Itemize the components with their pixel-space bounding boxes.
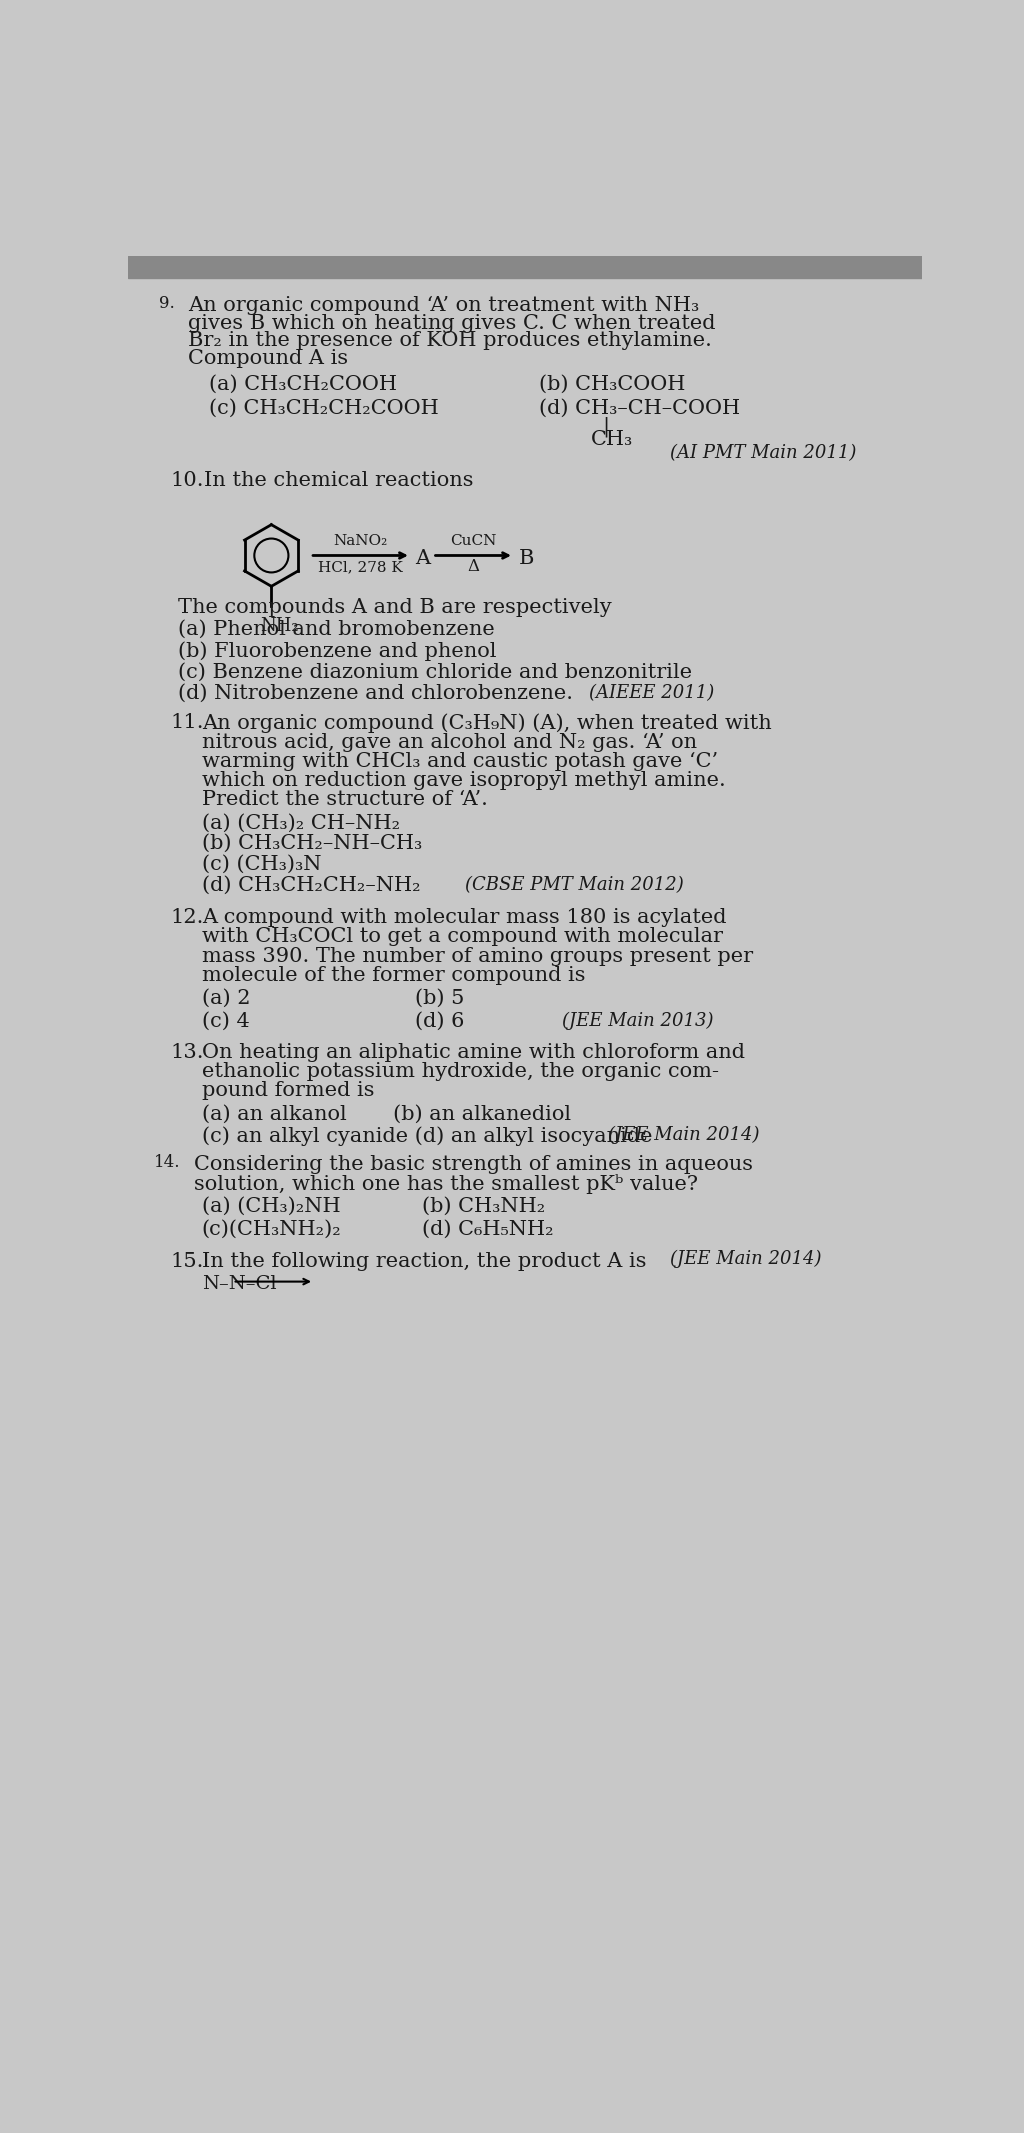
Text: (b) CH₃CH₂–NH–CH₃: (b) CH₃CH₂–NH–CH₃ [202,834,422,853]
Text: with CH₃COCl to get a compound with molecular: with CH₃COCl to get a compound with mole… [202,928,723,947]
Text: CuCN: CuCN [451,535,497,548]
Text: (JEE Main 2014): (JEE Main 2014) [608,1126,760,1143]
Text: pound formed is: pound formed is [202,1081,374,1101]
Text: (b) CH₃NH₂: (b) CH₃NH₂ [423,1197,546,1216]
Text: An organic compound ‘A’ on treatment with NH₃: An organic compound ‘A’ on treatment wit… [188,296,699,316]
Text: warming with CHCl₃ and caustic potash gave ‘C’: warming with CHCl₃ and caustic potash ga… [202,751,718,770]
Text: A compound with molecular mass 180 is acylated: A compound with molecular mass 180 is ac… [202,909,726,928]
Text: The compounds A and B are respectively: The compounds A and B are respectively [178,597,612,616]
Bar [128,256,922,277]
Text: HCl, 278 K: HCl, 278 K [318,559,402,574]
Text: which on reduction gave isopropyl methyl amine.: which on reduction gave isopropyl methyl… [202,772,725,789]
Text: ethanolic potassium hydroxide, the organic com-: ethanolic potassium hydroxide, the organ… [202,1062,719,1081]
Text: Br₂ in the presence of KOH produces ethylamine.: Br₂ in the presence of KOH produces ethy… [188,331,713,350]
Text: (c) CH₃CH₂CH₂COOH: (c) CH₃CH₂CH₂COOH [209,399,439,418]
Text: B: B [518,550,534,567]
Text: nitrous acid, gave an alcohol and N₂ gas. ‘A’ on: nitrous acid, gave an alcohol and N₂ gas… [202,732,696,751]
Text: 10.: 10. [171,471,204,491]
Text: (a) (CH₃)₂NH: (a) (CH₃)₂NH [202,1197,340,1216]
Text: (c) (CH₃)₃N: (c) (CH₃)₃N [202,855,322,875]
Text: On heating an aliphatic amine with chloroform and: On heating an aliphatic amine with chlor… [202,1043,744,1062]
Text: A: A [416,550,431,567]
Text: (d) Nitrobenzene and chlorobenzene.: (d) Nitrobenzene and chlorobenzene. [178,685,573,704]
Text: (b) 5: (b) 5 [415,990,464,1009]
Text: (CBSE PMT Main 2012): (CBSE PMT Main 2012) [465,877,684,894]
Text: (AIEEE 2011): (AIEEE 2011) [589,685,715,702]
Text: (a) Phenol and bromobenzene: (a) Phenol and bromobenzene [178,619,496,638]
Text: 12.: 12. [171,909,204,928]
Text: (JEE Main 2013): (JEE Main 2013) [562,1011,714,1030]
Text: molecule of the former compound is: molecule of the former compound is [202,966,585,985]
Text: gives B which on heating gives C. C when treated: gives B which on heating gives C. C when… [188,314,716,333]
Text: (d) CH₃–CH–COOH: (d) CH₃–CH–COOH [539,399,740,418]
Text: 11.: 11. [171,712,204,732]
Text: N–N–Cl: N–N–Cl [202,1276,276,1293]
Text: An organic compound (C₃H₉N) (A), when treated with: An organic compound (C₃H₉N) (A), when tr… [202,712,771,734]
Text: (a) an alkanol       (b) an alkanediol: (a) an alkanol (b) an alkanediol [202,1105,570,1124]
Text: (b) Fluorobenzene and phenol: (b) Fluorobenzene and phenol [178,640,497,661]
Text: (AI PMT Main 2011): (AI PMT Main 2011) [671,444,857,463]
Text: |: | [602,416,609,437]
Text: (c) Benzene diazonium chloride and benzonitrile: (c) Benzene diazonium chloride and benzo… [178,663,692,683]
Text: (a) (CH₃)₂ CH–NH₂: (a) (CH₃)₂ CH–NH₂ [202,813,399,832]
Text: 9.: 9. [159,294,175,311]
Text: In the following reaction, the product A is: In the following reaction, the product A… [202,1252,646,1271]
Text: 13.: 13. [171,1043,204,1062]
Text: Compound A is: Compound A is [188,350,348,369]
Circle shape [155,292,179,316]
Text: (c)(CH₃NH₂)₂: (c)(CH₃NH₂)₂ [202,1220,341,1239]
Text: (a) 2: (a) 2 [202,990,250,1009]
Text: NaNO₂: NaNO₂ [334,535,388,548]
Text: (b) CH₃COOH: (b) CH₃COOH [539,375,685,395]
Text: In the chemical reactions: In the chemical reactions [204,471,473,491]
Text: (c) an alkyl cyanide (d) an alkyl isocyanide: (c) an alkyl cyanide (d) an alkyl isocya… [202,1126,652,1145]
Text: Considering the basic strength of amines in aqueous: Considering the basic strength of amines… [194,1154,753,1173]
Text: solution, which one has the smallest pKᵇ value?: solution, which one has the smallest pKᵇ… [194,1173,698,1194]
Text: (JEE Main 2014): (JEE Main 2014) [671,1250,822,1269]
Circle shape [153,1148,180,1175]
Text: (c) 4: (c) 4 [202,1011,250,1030]
Text: mass 390. The number of amino groups present per: mass 390. The number of amino groups pre… [202,947,753,966]
Text: 14.: 14. [154,1154,180,1171]
Text: CH₃: CH₃ [591,431,633,448]
Text: NH₂: NH₂ [260,616,299,636]
Text: Predict the structure of ‘A’.: Predict the structure of ‘A’. [202,791,487,808]
Text: 15.: 15. [171,1252,204,1271]
Text: (a) CH₃CH₂COOH: (a) CH₃CH₂COOH [209,375,397,395]
Text: (d) CH₃CH₂CH₂–NH₂: (d) CH₃CH₂CH₂–NH₂ [202,877,420,896]
Text: (d) C₆H₅NH₂: (d) C₆H₅NH₂ [423,1220,554,1239]
Text: Δ: Δ [467,559,479,576]
Text: (d) 6: (d) 6 [415,1011,464,1030]
